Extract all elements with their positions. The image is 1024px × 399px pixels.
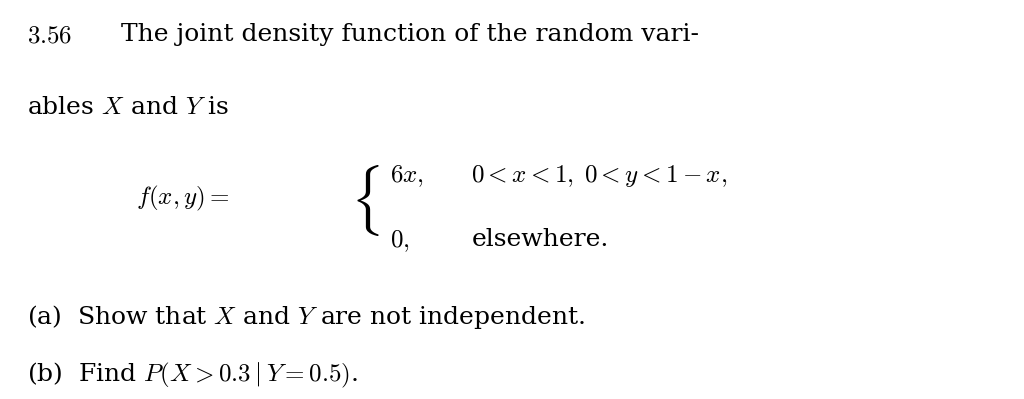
- Text: $6x,$: $6x,$: [390, 163, 424, 189]
- Text: $0 < x < 1,\; 0 < y < 1-x,$: $0 < x < 1,\; 0 < y < 1-x,$: [471, 163, 728, 189]
- Text: ables $X$ and $Y$ is: ables $X$ and $Y$ is: [27, 96, 228, 119]
- Text: (b)  Find $P(X > 0.3 \mid Y = 0.5)$.: (b) Find $P(X > 0.3 \mid Y = 0.5)$.: [27, 360, 357, 389]
- Text: elsewhere.: elsewhere.: [471, 228, 608, 251]
- Text: (a)  Show that $X$ and $Y$ are not independent.: (a) Show that $X$ and $Y$ are not indepe…: [27, 303, 585, 331]
- Text: $f(x, y) =$: $f(x, y) =$: [136, 184, 230, 213]
- Text: $\mathbf{3.56}$: $\mathbf{3.56}$: [27, 23, 72, 47]
- Text: $0,$: $0,$: [390, 228, 410, 254]
- Text: The joint density function of the random vari-: The joint density function of the random…: [121, 23, 699, 46]
- Text: $\{$: $\{$: [350, 163, 380, 238]
